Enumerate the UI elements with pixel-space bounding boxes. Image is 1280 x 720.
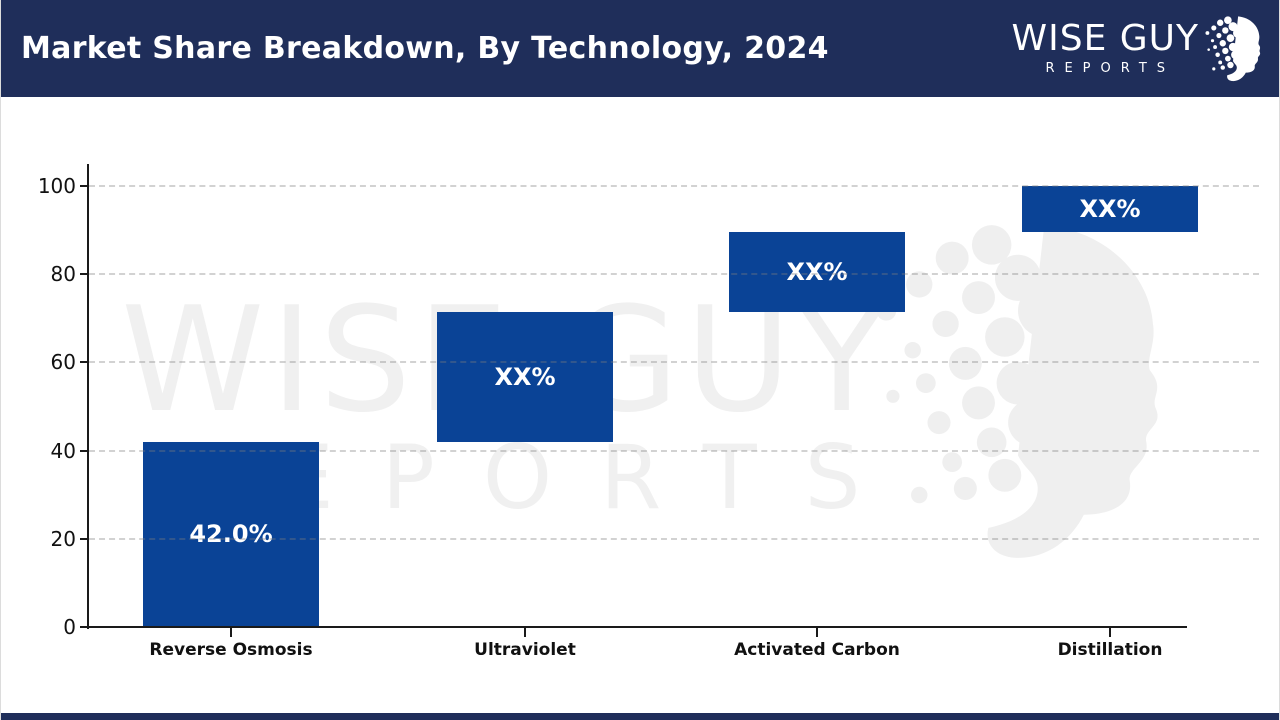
bar-value-label: XX% — [494, 362, 556, 391]
y-axis-label-20: 20 — [50, 526, 76, 551]
bar-value-label: XX% — [1079, 195, 1141, 224]
x-axis-label-activated-carbon: Activated Carbon — [734, 640, 900, 660]
x-axis-line — [87, 626, 1187, 628]
logo-wordmark: WISE GUY — [1011, 18, 1199, 59]
gridline-20 — [89, 537, 1259, 540]
y-tick-60 — [80, 361, 89, 364]
x-axis-label-reverse-osmosis: Reverse Osmosis — [149, 640, 313, 660]
gridline-60 — [89, 361, 1259, 364]
gridline-100 — [89, 185, 1259, 187]
bar-value-label: XX% — [786, 257, 848, 286]
bar-distillation: XX% — [1022, 186, 1198, 233]
footer-bar — [1, 713, 1279, 720]
gridline-40 — [89, 449, 1259, 452]
y-axis-label-40: 40 — [50, 438, 76, 463]
y-tick-20 — [80, 537, 89, 540]
y-axis-label-100: 100 — [37, 174, 76, 198]
gridline-80 — [89, 273, 1259, 276]
y-tick-80 — [80, 273, 89, 276]
bar-value-label: 42.0% — [189, 520, 273, 549]
y-tick-0 — [80, 626, 89, 628]
dotted-head-profile-icon — [1205, 15, 1261, 81]
bar-reverse-osmosis: 42.0% — [143, 441, 319, 627]
x-tick-distillation — [1109, 628, 1111, 637]
x-tick-activated-carbon — [816, 628, 818, 637]
bar-ultraviolet: XX% — [437, 311, 613, 442]
x-tick-reverse-osmosis — [230, 628, 232, 637]
x-axis-label-distillation: Distillation — [1057, 640, 1163, 660]
y-tick-100 — [80, 185, 89, 187]
wise-guy-reports-logo: WISE GUY REPORTS — [1012, 8, 1266, 90]
header-bar: Market Share Breakdown, By Technology, 2… — [1, 0, 1279, 97]
y-tick-40 — [80, 449, 89, 452]
logo-subtext: REPORTS — [1045, 61, 1176, 76]
watermark-dotted-head-icon — [876, 225, 1158, 558]
y-axis-label-60: 60 — [50, 350, 76, 375]
y-axis-label-80: 80 — [50, 262, 76, 287]
bar-activated-carbon: XX% — [729, 232, 905, 312]
x-tick-ultraviolet — [524, 628, 526, 637]
x-axis-label-ultraviolet: Ultraviolet — [474, 640, 576, 660]
chart-title: Market Share Breakdown, By Technology, 2… — [21, 31, 829, 66]
y-axis-line — [87, 164, 89, 629]
y-axis-label-0: 0 — [63, 615, 76, 639]
